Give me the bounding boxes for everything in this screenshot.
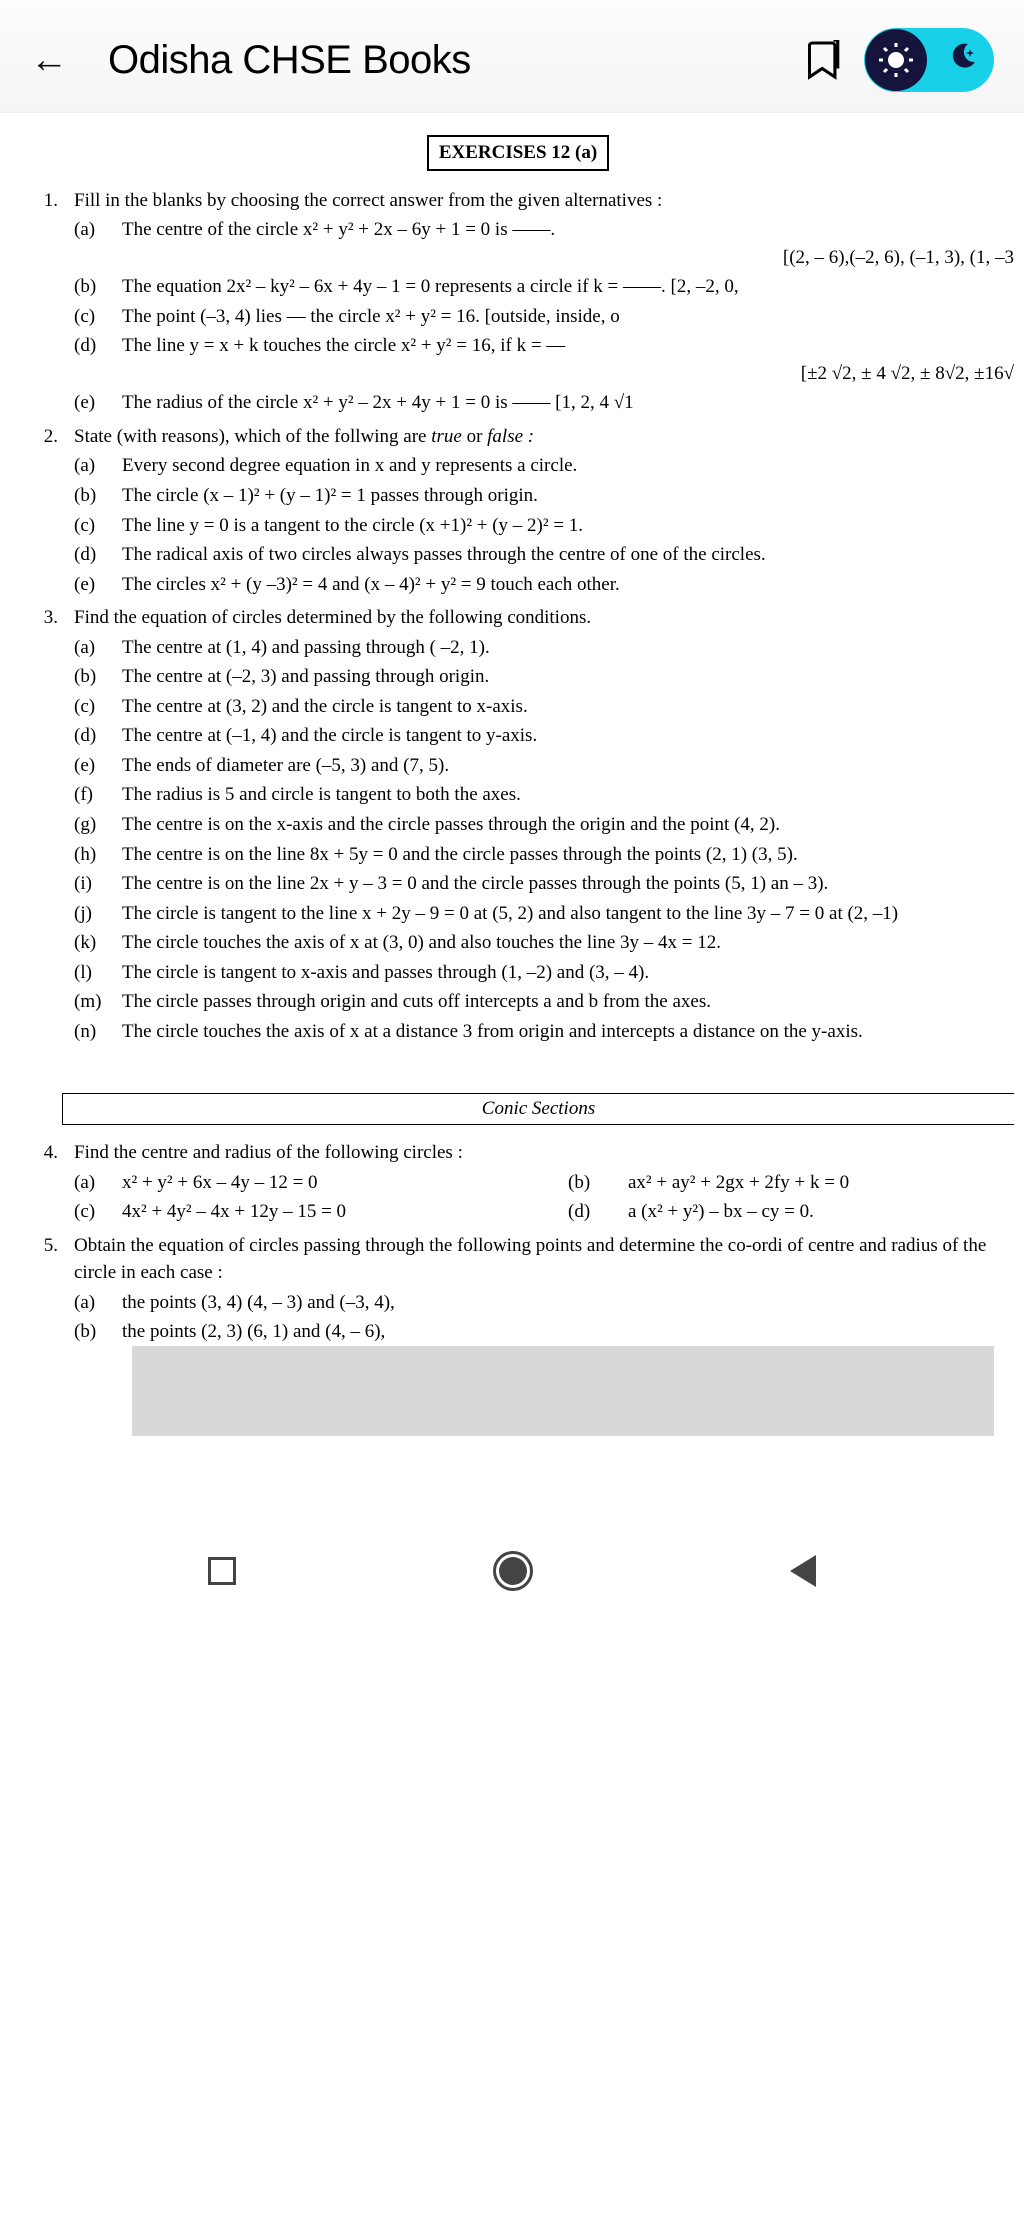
text: State (with reasons), which of the follw… bbox=[74, 426, 431, 447]
q1d-options: [±2 √2, ± 4 √2, ± 8√2, ±16√ bbox=[74, 360, 1014, 388]
sub-label: (b) bbox=[74, 663, 122, 691]
exercise-label: EXERCISES 12 (a) bbox=[427, 135, 609, 171]
q-number: 4. bbox=[22, 1139, 74, 1226]
recents-icon[interactable] bbox=[208, 1557, 236, 1585]
question-4: 4. Find the centre and radius of the fol… bbox=[22, 1139, 1014, 1226]
q-number: 3. bbox=[22, 604, 74, 1045]
q5b: the points (2, 3) (6, 1) and (4, – 6), bbox=[122, 1318, 1014, 1346]
q3i: The centre is on the line 2x + y – 3 = 0… bbox=[122, 870, 1014, 898]
q1e: The radius of the circle x² + y² – 2x + … bbox=[122, 389, 1014, 417]
q3k: The circle touches the axis of x at (3, … bbox=[122, 929, 1014, 957]
sub-label: (d) bbox=[74, 541, 122, 569]
sub-label: (j) bbox=[74, 900, 122, 928]
redacted-block bbox=[132, 1346, 994, 1436]
q2c: The line y = 0 is a tangent to the circl… bbox=[122, 512, 1014, 540]
bookmark-icon[interactable] bbox=[808, 40, 842, 80]
sub-label: (l) bbox=[74, 959, 122, 987]
q3l: The circle is tangent to x-axis and pass… bbox=[122, 959, 1014, 987]
q3b: The centre at (–2, 3) and passing throug… bbox=[122, 663, 1014, 691]
sub-label: (a) bbox=[74, 1289, 122, 1317]
back-nav-icon[interactable] bbox=[790, 1555, 816, 1587]
sub-label: (c) bbox=[74, 303, 122, 331]
text-italic: false : bbox=[487, 426, 534, 447]
sub-label: (b) bbox=[74, 1318, 122, 1346]
sub-label: (c) bbox=[74, 693, 122, 721]
q3h: The centre is on the line 8x + 5y = 0 an… bbox=[122, 841, 1014, 869]
page-title: Odisha CHSE Books bbox=[108, 38, 808, 83]
q5a: the points (3, 4) (4, – 3) and (–3, 4), bbox=[122, 1289, 1014, 1317]
sub-label: (f) bbox=[74, 781, 122, 809]
sub-label: (c) bbox=[74, 512, 122, 540]
section-title: Conic Sections bbox=[62, 1093, 1014, 1125]
moon-icon bbox=[948, 41, 978, 79]
q3g: The centre is on the x-axis and the circ… bbox=[122, 811, 1014, 839]
q3m: The circle passes through origin and cut… bbox=[122, 988, 1014, 1016]
app-header: ← Odisha CHSE Books bbox=[0, 0, 1024, 113]
sub-label: (d) bbox=[568, 1198, 628, 1226]
sub-label: (i) bbox=[74, 870, 122, 898]
text-italic: true bbox=[431, 426, 462, 447]
sun-icon bbox=[865, 29, 927, 91]
q1a: The centre of the circle x² + y² + 2x – … bbox=[122, 216, 1014, 244]
back-icon[interactable]: ← bbox=[30, 39, 68, 82]
q3c: The centre at (3, 2) and the circle is t… bbox=[122, 693, 1014, 721]
q2d: The radical axis of two circles always p… bbox=[122, 541, 1014, 569]
sub-label: (e) bbox=[74, 752, 122, 780]
q4c: 4x² + 4y² – 4x + 12y – 15 = 0 bbox=[122, 1198, 568, 1226]
question-5: 5. Obtain the equation of circles passin… bbox=[22, 1232, 1014, 1346]
text: or bbox=[462, 426, 487, 447]
sub-label: (a) bbox=[74, 634, 122, 662]
q3e: The ends of diameter are (–5, 3) and (7,… bbox=[122, 752, 1014, 780]
sub-label: (b) bbox=[74, 273, 122, 301]
sub-label: (a) bbox=[74, 452, 122, 480]
home-icon[interactable] bbox=[493, 1551, 533, 1591]
q1b: The equation 2x² – ky² – 6x + 4y – 1 = 0… bbox=[122, 273, 1014, 301]
q1-intro: Fill in the blanks by choosing the corre… bbox=[74, 187, 1014, 215]
question-3: 3. Find the equation of circles determin… bbox=[22, 604, 1014, 1045]
sub-label: (e) bbox=[74, 571, 122, 599]
q3-intro: Find the equation of circles determined … bbox=[74, 604, 1014, 632]
q3a: The centre at (1, 4) and passing through… bbox=[122, 634, 1014, 662]
q3n: The circle touches the axis of x at a di… bbox=[122, 1018, 1014, 1046]
q3f: The radius is 5 and circle is tangent to… bbox=[122, 781, 1014, 809]
q-number: 2. bbox=[22, 423, 74, 598]
theme-toggle[interactable] bbox=[864, 28, 994, 92]
q3d: The centre at (–1, 4) and the circle is … bbox=[122, 722, 1014, 750]
q4b: ax² + ay² + 2gx + 2fy + k = 0 bbox=[628, 1169, 849, 1197]
q4d: a (x² + y²) – bx – cy = 0. bbox=[628, 1198, 814, 1226]
q4-intro: Find the centre and radius of the follow… bbox=[74, 1139, 1014, 1167]
q4a: x² + y² + 6x – 4y – 12 = 0 bbox=[122, 1169, 568, 1197]
sub-label: (c) bbox=[74, 1198, 122, 1226]
android-nav-bar bbox=[0, 1486, 1024, 1656]
q1a-options: [(2, – 6),(–2, 6), (–1, 3), (1, –3 bbox=[74, 244, 1014, 272]
sub-label: (d) bbox=[74, 332, 122, 360]
q2b: The circle (x – 1)² + (y – 1)² = 1 passe… bbox=[122, 482, 1014, 510]
sub-label: (a) bbox=[74, 216, 122, 244]
q2e: The circles x² + (y –3)² = 4 and (x – 4)… bbox=[122, 571, 1014, 599]
q-number: 5. bbox=[22, 1232, 74, 1346]
q2a: Every second degree equation in x and y … bbox=[122, 452, 1014, 480]
q5-intro: Obtain the equation of circles passing t… bbox=[74, 1232, 1014, 1287]
q1c: The point (–3, 4) lies — the circle x² +… bbox=[122, 303, 1014, 331]
question-2: 2. State (with reasons), which of the fo… bbox=[22, 423, 1014, 598]
sub-label: (k) bbox=[74, 929, 122, 957]
q3j: The circle is tangent to the line x + 2y… bbox=[122, 900, 1014, 928]
sub-label: (h) bbox=[74, 841, 122, 869]
q-number: 1. bbox=[22, 187, 74, 417]
q2-intro: State (with reasons), which of the follw… bbox=[74, 423, 1014, 451]
sub-label: (d) bbox=[74, 722, 122, 750]
sub-label: (b) bbox=[568, 1169, 628, 1197]
question-1: 1. Fill in the blanks by choosing the co… bbox=[22, 187, 1014, 417]
document-body: EXERCISES 12 (a) 1. Fill in the blanks b… bbox=[0, 113, 1024, 1486]
q1d: The line y = x + k touches the circle x²… bbox=[122, 332, 1014, 360]
sub-label: (g) bbox=[74, 811, 122, 839]
sub-label: (m) bbox=[74, 988, 122, 1016]
sub-label: (n) bbox=[74, 1018, 122, 1046]
sub-label: (a) bbox=[74, 1169, 122, 1197]
sub-label: (e) bbox=[74, 389, 122, 417]
sub-label: (b) bbox=[74, 482, 122, 510]
